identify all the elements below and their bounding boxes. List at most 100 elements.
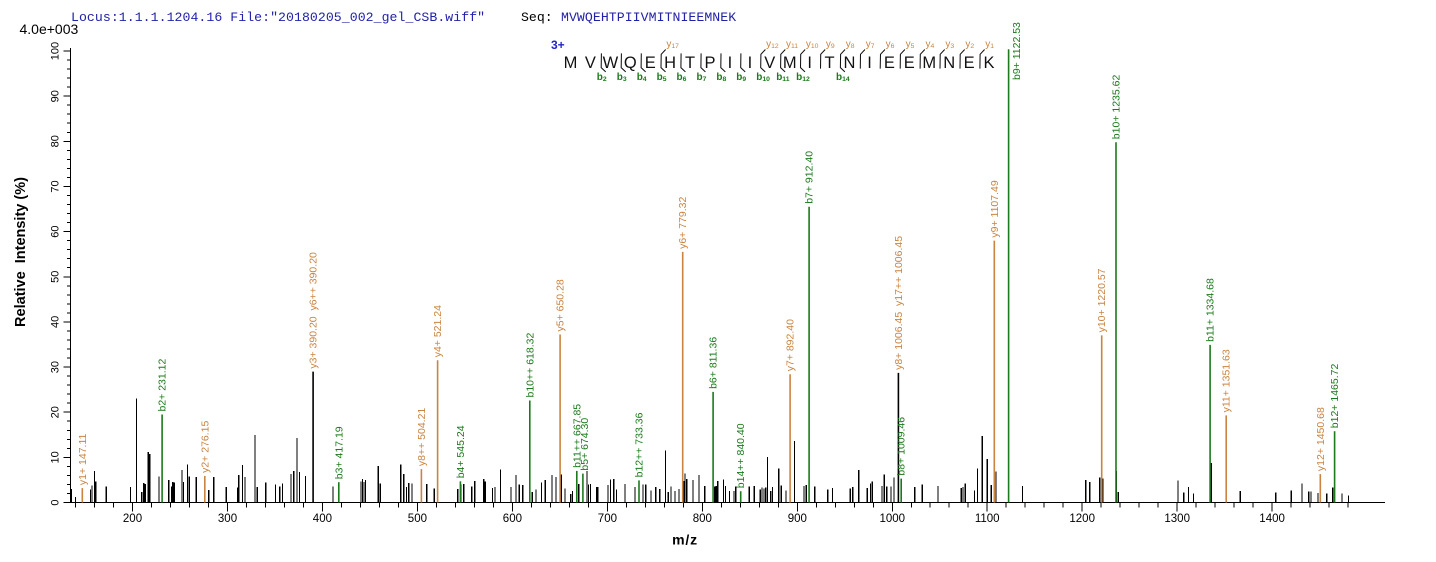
svg-text:y8++ 504.21: y8++ 504.21	[416, 408, 428, 467]
svg-text:Seq:: Seq:	[521, 10, 553, 25]
svg-text:b3+ 417.19: b3+ 417.19	[333, 426, 345, 479]
svg-text:500: 500	[408, 513, 427, 525]
svg-text:y17: y17	[666, 39, 679, 50]
svg-text:b8+ 1009.46: b8+ 1009.46	[896, 417, 908, 476]
svg-text:60: 60	[49, 225, 61, 237]
svg-text:10: 10	[49, 451, 61, 463]
svg-text:y2+ 276.15: y2+ 276.15	[199, 420, 211, 472]
svg-text:V: V	[764, 54, 775, 72]
svg-text:y8: y8	[846, 39, 855, 50]
svg-text:y9+ 1107.49: y9+ 1107.49	[989, 180, 1001, 237]
svg-text:y1+ 147.11: y1+ 147.11	[77, 433, 89, 485]
svg-text:y12: y12	[766, 39, 779, 50]
svg-text:y12+ 1450.68: y12+ 1450.68	[1315, 407, 1327, 471]
svg-text:I: I	[748, 54, 753, 72]
svg-text:V: V	[585, 54, 596, 72]
svg-text:300: 300	[218, 513, 237, 525]
svg-text:Q: Q	[624, 54, 637, 72]
svg-text:100: 100	[49, 42, 61, 60]
svg-text:1000: 1000	[880, 513, 906, 525]
svg-text:b7+ 912.40: b7+ 912.40	[804, 151, 816, 204]
svg-text:b7: b7	[697, 72, 707, 83]
svg-text:y2: y2	[965, 39, 974, 50]
svg-text:b2+ 231.12: b2+ 231.12	[157, 358, 169, 411]
svg-text:70: 70	[49, 180, 61, 192]
svg-text:b4+ 545.24: b4+ 545.24	[455, 425, 467, 478]
svg-text:b5+ 674.30: b5+ 674.30	[579, 418, 591, 471]
svg-text:1200: 1200	[1069, 513, 1095, 525]
svg-text:b6: b6	[677, 72, 687, 83]
svg-text:M: M	[564, 54, 578, 72]
svg-text:80: 80	[49, 135, 61, 147]
svg-text:y3: y3	[945, 39, 954, 50]
svg-text:b11: b11	[776, 72, 790, 83]
svg-text:b14++ 840.40: b14++ 840.40	[735, 423, 747, 488]
svg-text:E: E	[964, 54, 975, 72]
svg-text:b11++ 667.85: b11++ 667.85	[571, 404, 583, 468]
svg-text:20: 20	[49, 406, 61, 418]
svg-text:M: M	[783, 54, 797, 72]
svg-text:y5+ 650.28: y5+ 650.28	[555, 279, 567, 331]
svg-text:b9: b9	[736, 72, 746, 83]
svg-text:M: M	[922, 54, 936, 72]
svg-text:700: 700	[598, 513, 617, 525]
svg-text:y11+ 1351.63: y11+ 1351.63	[1221, 349, 1233, 412]
svg-text:H: H	[664, 54, 676, 72]
svg-text:4.0e+003: 4.0e+003	[20, 21, 79, 37]
svg-text:90: 90	[49, 90, 61, 102]
svg-text:3+: 3+	[551, 38, 565, 52]
svg-text:I: I	[807, 54, 812, 72]
svg-text:T: T	[825, 54, 835, 72]
svg-text:b11+ 1334.68: b11+ 1334.68	[1205, 278, 1217, 342]
svg-text:b12: b12	[796, 72, 810, 83]
svg-text:b4: b4	[637, 72, 647, 83]
svg-text:T: T	[685, 54, 695, 72]
svg-text:y6+ 779.32: y6+ 779.32	[677, 196, 689, 248]
svg-text:1100: 1100	[975, 513, 1000, 525]
svg-text:y7+ 892.40: y7+ 892.40	[785, 319, 797, 371]
svg-text:b12++ 733.36: b12++ 733.36	[634, 412, 646, 477]
svg-text:N: N	[844, 54, 856, 72]
svg-text:b10: b10	[756, 72, 770, 83]
svg-text:y4: y4	[926, 39, 935, 50]
svg-text:0: 0	[49, 499, 61, 505]
svg-text:600: 600	[503, 513, 522, 525]
svg-text:b10++ 618.32: b10++ 618.32	[524, 333, 536, 398]
svg-text:1300: 1300	[1164, 513, 1190, 525]
svg-text:b9+ 1122.53: b9+ 1122.53	[1011, 22, 1023, 80]
svg-text:b14: b14	[836, 72, 850, 83]
svg-text:b3: b3	[617, 72, 627, 83]
svg-text:E: E	[904, 54, 915, 72]
svg-text:P: P	[704, 54, 715, 72]
svg-text:400: 400	[313, 513, 332, 525]
svg-text:I: I	[867, 54, 872, 72]
svg-text:200: 200	[123, 513, 142, 525]
svg-text:N: N	[943, 54, 955, 72]
svg-text:y8+ 1006.45 y17++ 1006.45: y8+ 1006.45 y17++ 1006.45	[893, 236, 905, 370]
svg-text:Relative Intensity (%): Relative Intensity (%)	[13, 177, 29, 327]
svg-text:1400: 1400	[1259, 513, 1285, 525]
svg-text:W: W	[603, 54, 619, 72]
svg-text:900: 900	[788, 513, 807, 525]
svg-text:y10: y10	[806, 39, 819, 50]
svg-text:Locus:1.1.1.1204.16 File:"2018: Locus:1.1.1.1204.16 File:"20180205_002_g…	[71, 10, 485, 25]
svg-text:y1: y1	[985, 39, 994, 50]
svg-text:E: E	[645, 54, 656, 72]
svg-text:y4+ 521.24: y4+ 521.24	[432, 305, 444, 357]
svg-text:b2: b2	[597, 72, 607, 83]
svg-text:K: K	[983, 54, 994, 72]
svg-text:y9: y9	[826, 39, 835, 50]
svg-text:b12+ 1465.72: b12+ 1465.72	[1329, 364, 1341, 429]
svg-text:b6+ 811.36: b6+ 811.36	[708, 337, 720, 389]
svg-text:y3+ 390.20 y6++ 390.20: y3+ 390.20 y6++ 390.20	[308, 252, 320, 369]
svg-text:b10+ 1235.62: b10+ 1235.62	[1111, 75, 1123, 140]
svg-text:800: 800	[693, 513, 712, 525]
svg-text:y10+ 1220.57: y10+ 1220.57	[1096, 268, 1108, 332]
svg-text:y6: y6	[886, 39, 895, 50]
svg-text:y7: y7	[866, 39, 875, 50]
svg-text:b5: b5	[657, 72, 667, 83]
svg-text:m/z: m/z	[672, 532, 698, 548]
svg-text:30: 30	[49, 361, 61, 373]
svg-text:MVWQEHTPIIVMITNIEEMNEK: MVWQEHTPIIVMITNIEEMNEK	[561, 10, 736, 25]
svg-text:I: I	[728, 54, 733, 72]
